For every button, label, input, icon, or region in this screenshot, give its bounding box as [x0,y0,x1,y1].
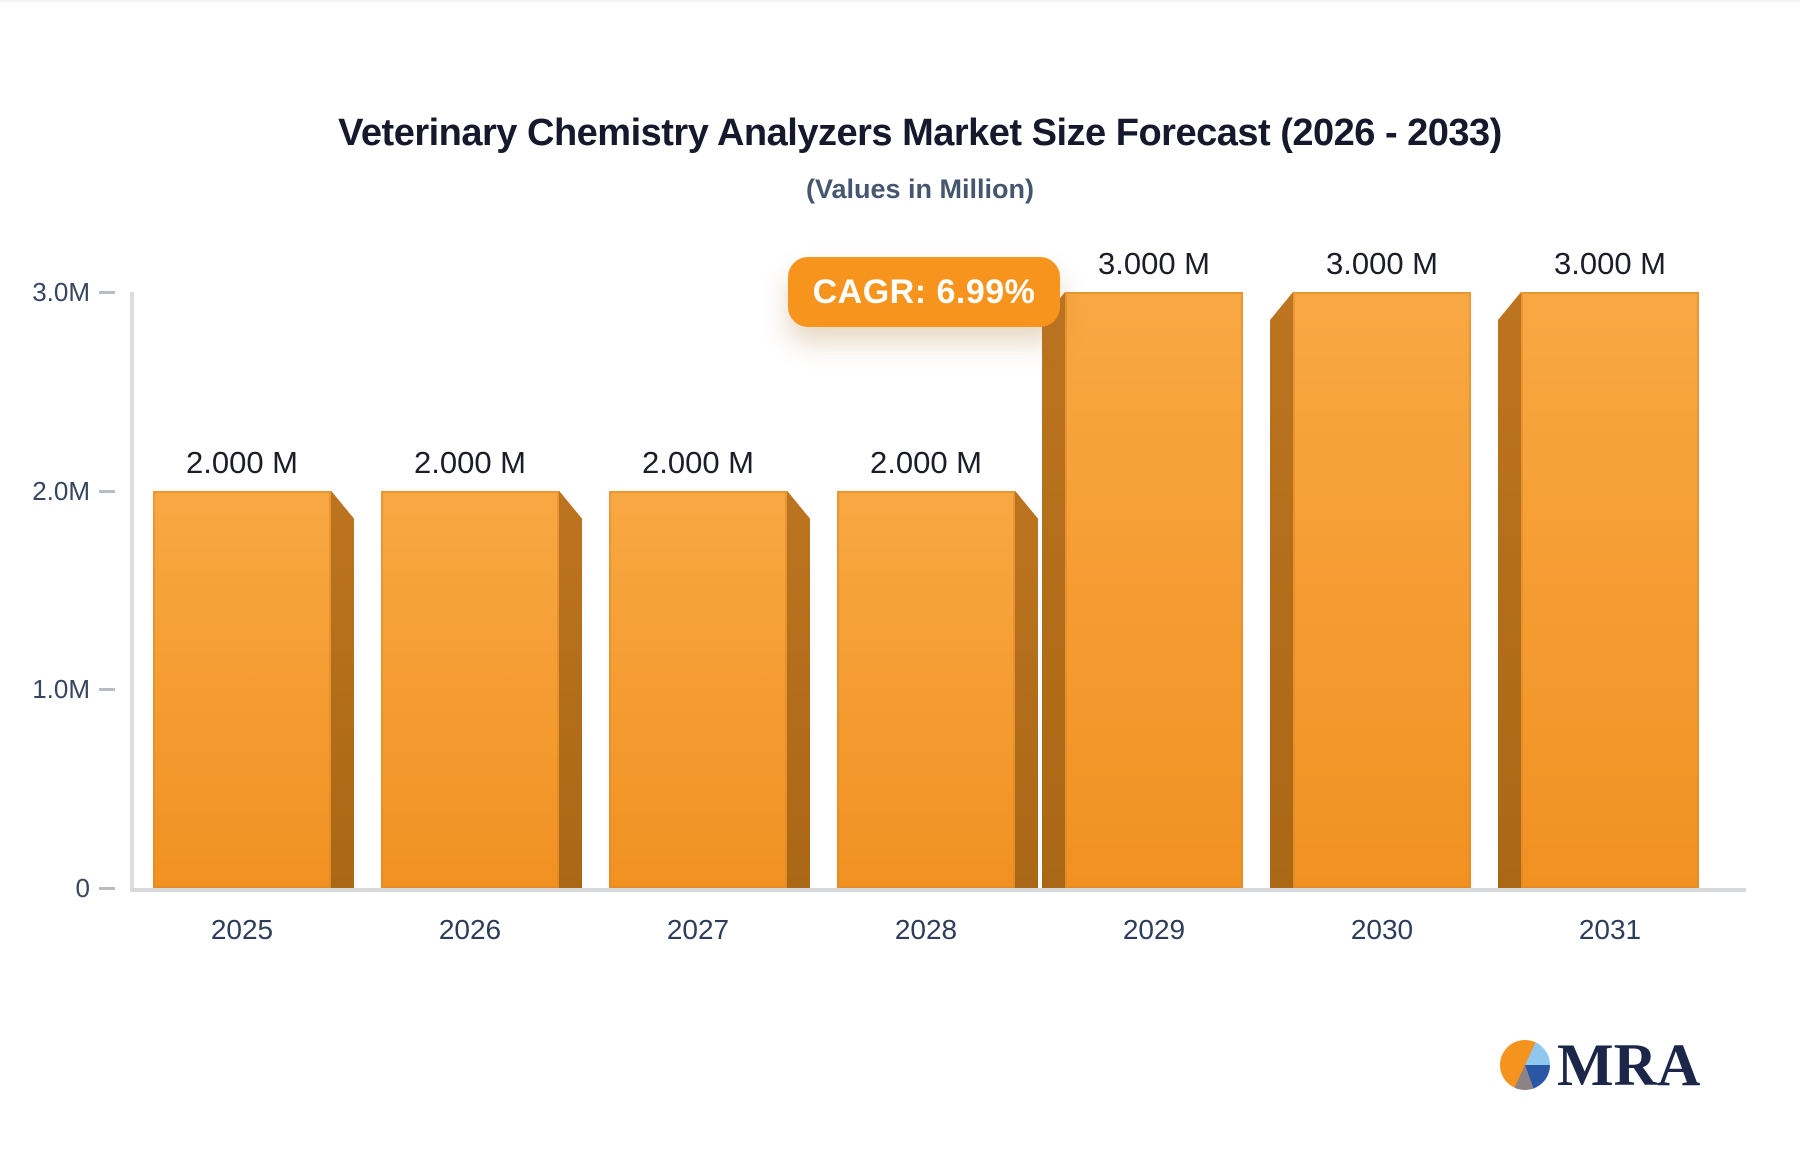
x-axis-label: 2025 [210,914,274,945]
bar [609,490,787,888]
bar [837,490,1015,888]
x-axis-label: 2026 [438,914,502,945]
y-axis-tick [99,489,115,493]
bar-value-label: 3.000 M [1325,246,1438,281]
bar [1521,292,1699,888]
bar-side-face [1498,292,1521,888]
chart-title: Veterinary Chemistry Analyzers Market Si… [338,112,1502,154]
bar-side-face [787,490,810,888]
bar [381,490,559,888]
bar [1065,292,1243,888]
bar-value-label: 2.000 M [869,444,982,480]
y-axis-tick-label: 0 [75,873,90,903]
bar-value-label: 3.000 M [1553,246,1666,281]
bar-value-label: 2.000 M [413,444,526,480]
x-axis-label: 2029 [1122,914,1186,945]
bar-side-face [1042,292,1065,888]
y-axis-tick-label: 2.0M [32,475,90,506]
bar-value-label: 2.000 M [185,444,298,480]
bar [1293,292,1471,888]
y-axis-tick-label: 1.0M [32,674,90,705]
y-axis-tick [99,291,115,294]
company-logo: MRA [1500,1032,1701,1098]
cagr-badge-label: CAGR: 6.99% [812,272,1036,311]
y-axis-tick [99,887,115,890]
bar-side-face [1015,490,1038,888]
x-axis-label: 2028 [894,914,958,945]
pie-chart-logo-icon [1500,1040,1550,1090]
bar-side-face [1270,292,1293,888]
x-axis-label: 2031 [1578,914,1642,945]
bar-value-label: 2.000 M [641,444,754,480]
x-axis-label: 2030 [1350,914,1414,945]
cagr-badge: CAGR: 6.99% [788,257,1060,327]
x-axis-baseline [130,888,1746,892]
bar [153,490,331,888]
y-axis-line [130,292,134,890]
y-axis-tick-label: 3.0M [32,277,90,307]
bar-side-face [331,490,354,888]
chart-subtitle: (Values in Million) [805,174,1035,204]
x-axis-label: 2027 [666,914,730,945]
bar-value-label: 3.000 M [1097,246,1210,281]
y-axis-tick [99,688,115,692]
bar-side-face [559,490,582,888]
logo-text: MRA [1557,1032,1701,1098]
